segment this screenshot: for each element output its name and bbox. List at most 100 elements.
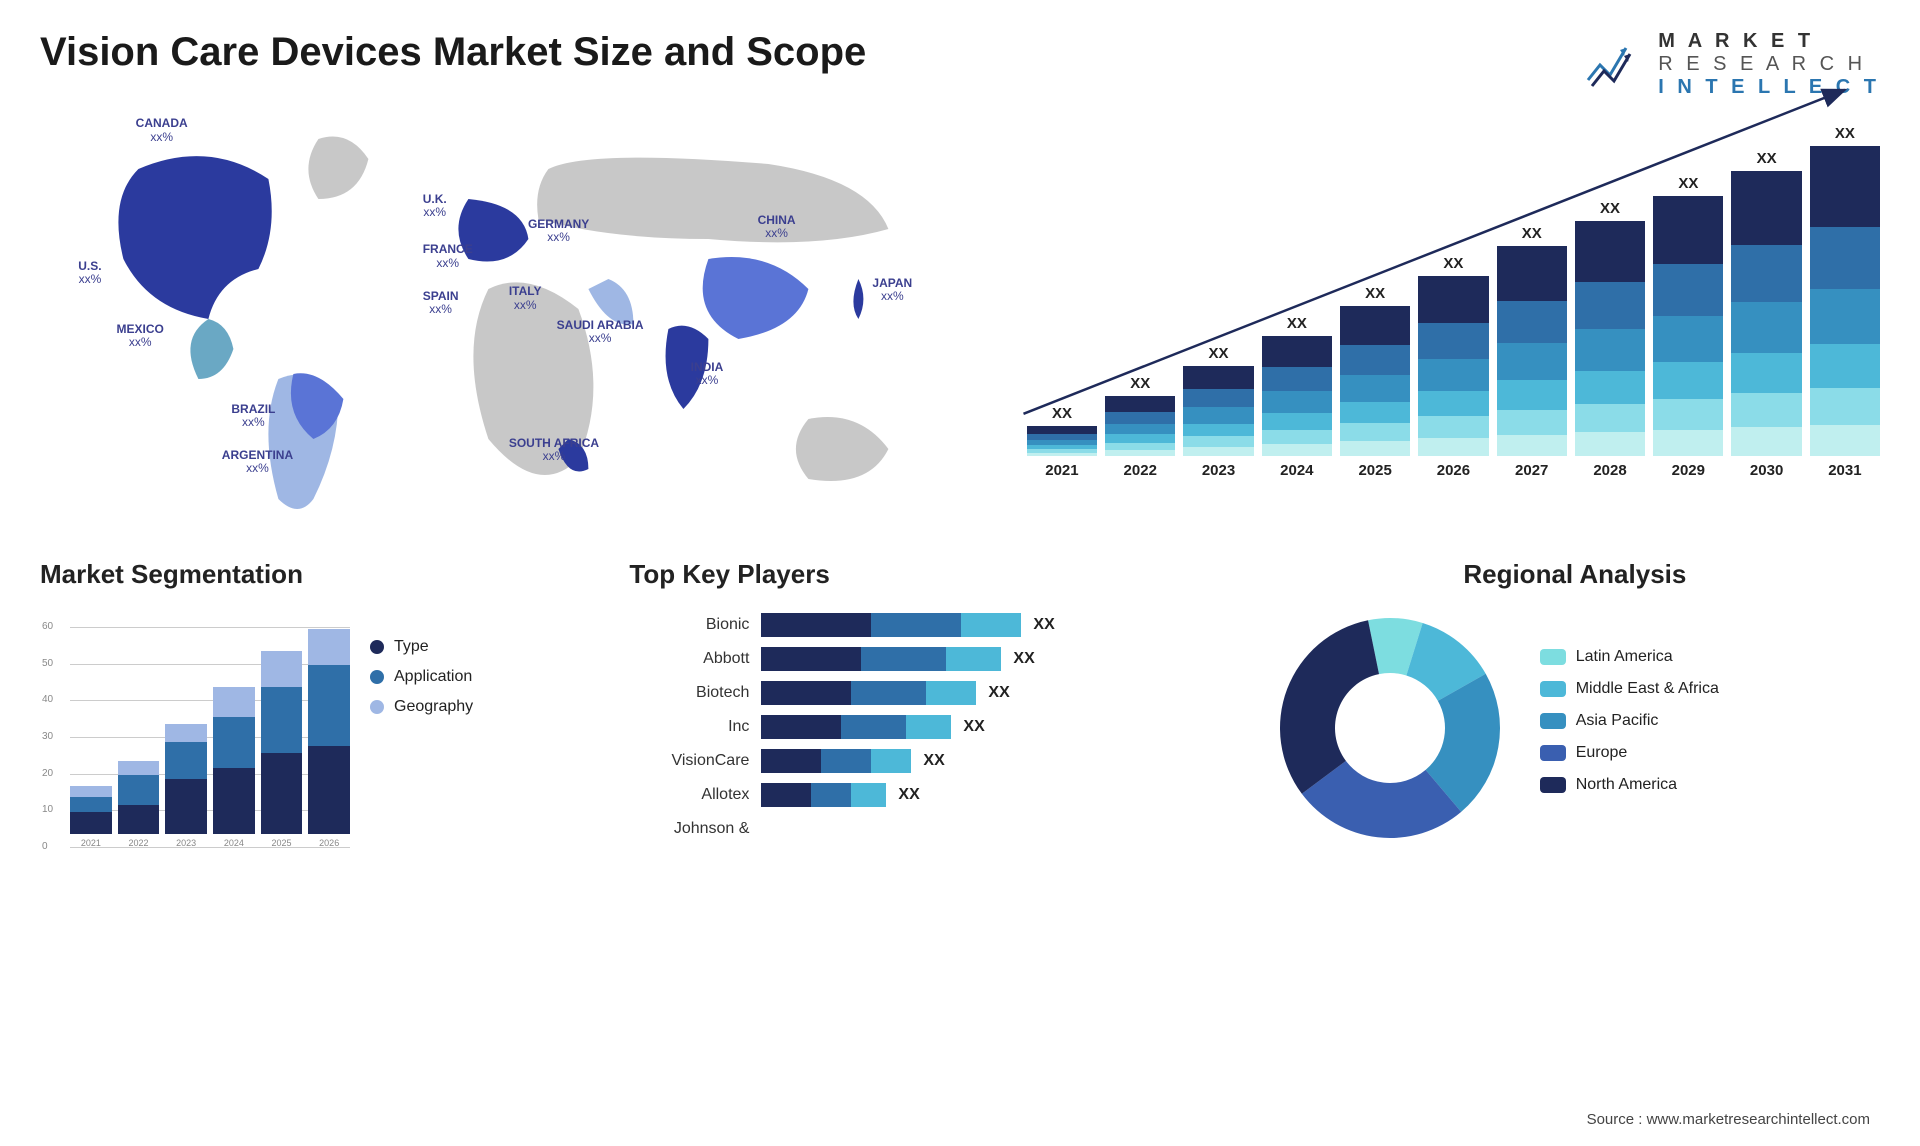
top-row: CANADAxx%U.S.xx%MEXICOxx%BRAZILxx%ARGENT… <box>40 109 1880 529</box>
kp-seg <box>851 783 886 807</box>
regional-legend-item: Latin America <box>1540 648 1719 666</box>
legend-label: Asia Pacific <box>1576 712 1659 730</box>
seg-segment <box>213 768 255 834</box>
growth-seg <box>1575 221 1645 282</box>
map-label: SPAINxx% <box>423 290 459 316</box>
kp-value: XX <box>963 718 984 736</box>
seg-legend-item: Geography <box>370 698 473 716</box>
seg-segment <box>261 651 303 688</box>
growth-seg <box>1731 302 1801 353</box>
seg-segment <box>213 687 255 716</box>
key-players-bars: XXXXXXXXXXXX <box>761 608 1239 846</box>
kp-seg <box>761 749 821 773</box>
kp-name: Bionic <box>629 608 749 642</box>
legend-label: Latin America <box>1576 648 1673 666</box>
growth-bar-value: XX <box>1052 405 1072 422</box>
legend-label: Application <box>394 668 472 686</box>
growth-bars: XX2021XX2022XX2023XX2024XX2025XX2026XX20… <box>1027 149 1880 479</box>
seg-year-label: 2022 <box>128 838 148 848</box>
kp-seg <box>851 681 926 705</box>
seg-segment <box>308 629 350 666</box>
growth-seg <box>1262 391 1332 413</box>
kp-name: Inc <box>629 710 749 744</box>
kp-seg <box>811 783 851 807</box>
growth-seg <box>1731 245 1801 302</box>
kp-value: XX <box>988 684 1009 702</box>
growth-seg <box>1810 146 1880 227</box>
growth-seg <box>1262 430 1332 444</box>
growth-seg <box>1497 343 1567 381</box>
kp-row: XX <box>761 710 1239 744</box>
growth-seg <box>1653 362 1723 398</box>
growth-seg <box>1653 264 1723 316</box>
growth-seg <box>1027 453 1097 456</box>
kp-row: XX <box>761 744 1239 778</box>
growth-seg <box>1418 438 1488 456</box>
legend-label: Europe <box>1576 744 1628 762</box>
legend-swatch <box>1540 649 1566 665</box>
growth-seg <box>1340 441 1410 456</box>
kp-seg <box>961 613 1021 637</box>
regional-legend-item: Europe <box>1540 744 1719 762</box>
kp-seg <box>926 681 976 705</box>
legend-swatch <box>370 700 384 714</box>
seg-year-label: 2026 <box>319 838 339 848</box>
kp-value: XX <box>1033 616 1054 634</box>
kp-row: XX <box>761 778 1239 812</box>
regional-legend-item: Middle East & Africa <box>1540 680 1719 698</box>
segmentation-chart: 0102030405060202120222023202420252026 <box>40 608 350 868</box>
growth-seg <box>1497 380 1567 409</box>
growth-chart: XX2021XX2022XX2023XX2024XX2025XX2026XX20… <box>997 109 1880 529</box>
seg-segment <box>213 717 255 768</box>
growth-seg <box>1575 329 1645 371</box>
key-players-body: BionicAbbottBiotechIncVisionCareAllotexJ… <box>629 608 1239 846</box>
kp-seg <box>906 715 951 739</box>
growth-seg <box>1653 430 1723 456</box>
map-label: SOUTH AFRICAxx% <box>509 437 599 463</box>
kp-seg <box>821 749 871 773</box>
map-label: BRAZILxx% <box>231 403 275 429</box>
growth-seg <box>1262 444 1332 456</box>
growth-seg <box>1418 416 1488 438</box>
source-label: Source : www.marketresearchintellect.com <box>1587 1111 1870 1128</box>
growth-seg <box>1575 282 1645 329</box>
seg-bar: 2025 <box>261 651 303 848</box>
growth-seg <box>1105 412 1175 424</box>
seg-segment <box>261 687 303 753</box>
map-svg <box>40 109 997 529</box>
map-label: INDIAxx% <box>691 361 724 387</box>
regional-legend-item: North America <box>1540 776 1719 794</box>
growth-year-label: 2029 <box>1672 462 1705 479</box>
growth-seg <box>1653 316 1723 363</box>
regional-donut <box>1270 608 1510 848</box>
growth-bar-value: XX <box>1365 285 1385 302</box>
growth-seg <box>1262 413 1332 430</box>
seg-year-label: 2023 <box>176 838 196 848</box>
seg-bar: 2024 <box>213 687 255 848</box>
growth-seg <box>1731 427 1801 456</box>
growth-bar: XX2028 <box>1575 200 1645 479</box>
growth-bar: XX2023 <box>1183 345 1253 479</box>
seg-segment <box>165 724 207 742</box>
kp-row: XX <box>761 676 1239 710</box>
donut-slice <box>1280 620 1379 794</box>
seg-segment <box>165 779 207 834</box>
growth-bar-value: XX <box>1522 225 1542 242</box>
kp-seg <box>761 613 871 637</box>
seg-legend-item: Type <box>370 638 473 656</box>
growth-bar-value: XX <box>1835 125 1855 142</box>
kp-value: XX <box>898 786 919 804</box>
growth-bar: XX2029 <box>1653 175 1723 479</box>
kp-name: Allotex <box>629 778 749 812</box>
growth-seg <box>1653 196 1723 264</box>
growth-seg <box>1418 359 1488 391</box>
map-label: JAPANxx% <box>872 277 912 303</box>
growth-year-label: 2023 <box>1202 462 1235 479</box>
kp-seg <box>871 749 911 773</box>
kp-seg <box>761 783 811 807</box>
legend-swatch <box>370 640 384 654</box>
map-label: ITALYxx% <box>509 285 542 311</box>
growth-seg <box>1731 353 1801 393</box>
kp-value: XX <box>1013 650 1034 668</box>
legend-swatch <box>1540 681 1566 697</box>
